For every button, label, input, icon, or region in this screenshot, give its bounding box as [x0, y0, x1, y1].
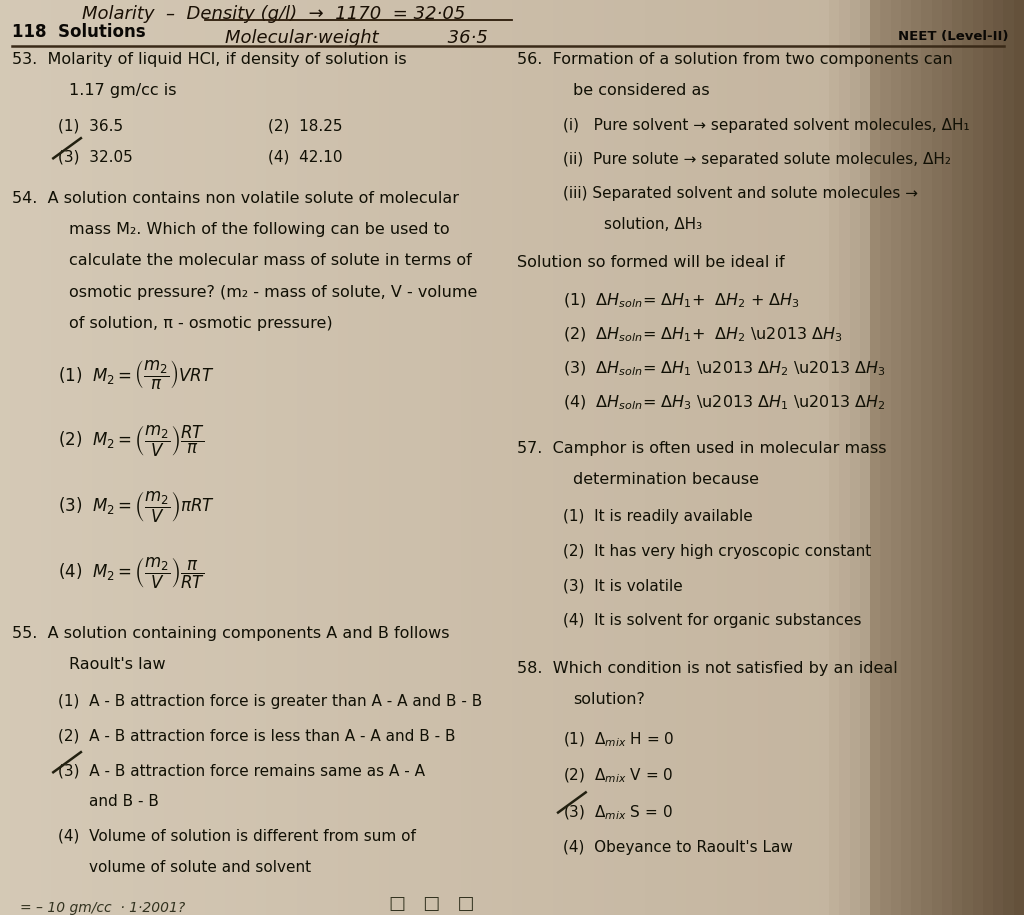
Text: be considered as: be considered as: [573, 83, 710, 98]
Text: (1)  $\Delta_{mix}$ H = 0: (1) $\Delta_{mix}$ H = 0: [563, 730, 675, 748]
Text: (4)  42.10: (4) 42.10: [268, 149, 343, 164]
Text: (2)  $\Delta H_{soln}$= $\Delta H_1$+  $\Delta H_2$ \u2013 $\Delta H_3$: (2) $\Delta H_{soln}$= $\Delta H_1$+ $\D…: [563, 326, 843, 344]
Text: (4)  Volume of solution is different from sum of: (4) Volume of solution is different from…: [58, 829, 416, 844]
Text: (1)  $M_2 = \left(\dfrac{m_2}{\pi}\right)VRT$: (1) $M_2 = \left(\dfrac{m_2}{\pi}\right)…: [58, 358, 215, 391]
Text: □   □   □: □ □ □: [389, 895, 474, 913]
Text: Solution so formed will be ideal if: Solution so formed will be ideal if: [517, 255, 784, 270]
Text: (3)  $\Delta_{mix}$ S = 0: (3) $\Delta_{mix}$ S = 0: [563, 803, 673, 822]
Text: (3)  32.05: (3) 32.05: [58, 149, 133, 164]
Text: (4)  Obeyance to Raoult's Law: (4) Obeyance to Raoult's Law: [563, 840, 793, 855]
Text: Raoult's law: Raoult's law: [69, 657, 165, 672]
Text: (2)  A - B attraction force is less than A - A and B - B: (2) A - B attraction force is less than …: [58, 728, 456, 743]
Text: = – 10 gm/cc  · 1·2001?: = – 10 gm/cc · 1·2001?: [20, 901, 185, 915]
Text: (1)  A - B attraction force is greater than A - A and B - B: (1) A - B attraction force is greater th…: [58, 694, 482, 708]
Bar: [0, 0, 870, 915]
Text: (3)  It is volatile: (3) It is volatile: [563, 578, 683, 593]
Text: and B - B: and B - B: [89, 794, 159, 809]
Text: 57.  Camphor is often used in molecular mass: 57. Camphor is often used in molecular m…: [517, 441, 887, 456]
Text: solution, ΔH₃: solution, ΔH₃: [604, 217, 702, 231]
Text: (3)  $\Delta H_{soln}$= $\Delta H_1$ \u2013 $\Delta H_2$ \u2013 $\Delta H_3$: (3) $\Delta H_{soln}$= $\Delta H_1$ \u20…: [563, 360, 886, 378]
Text: of solution, π - osmotic pressure): of solution, π - osmotic pressure): [69, 316, 332, 330]
Text: (1)  $\Delta H_{soln}$= $\Delta H_1$+  $\Delta H_2$ + $\Delta H_3$: (1) $\Delta H_{soln}$= $\Delta H_1$+ $\D…: [563, 292, 800, 310]
Text: (2)  $M_2 = \left(\dfrac{m_2}{V}\right)\dfrac{RT}{\pi}$: (2) $M_2 = \left(\dfrac{m_2}{V}\right)\d…: [58, 424, 206, 458]
Text: (3)  A - B attraction force remains same as A - A: (3) A - B attraction force remains same …: [58, 763, 425, 778]
Text: NEET (Level-II): NEET (Level-II): [898, 30, 1009, 43]
Text: 54.  A solution contains non volatile solute of molecular: 54. A solution contains non volatile sol…: [12, 191, 460, 206]
Text: Molarity  –  Density (g/l)  →  1170  = 32·05: Molarity – Density (g/l) → 1170 = 32·05: [82, 5, 465, 23]
Text: (4)  It is solvent for organic substances: (4) It is solvent for organic substances: [563, 613, 862, 628]
Text: determination because: determination because: [573, 472, 760, 487]
Text: (1)  It is readily available: (1) It is readily available: [563, 509, 753, 523]
Text: (2)  It has very high cryoscopic constant: (2) It has very high cryoscopic constant: [563, 544, 871, 558]
Text: (1)  36.5: (1) 36.5: [58, 118, 124, 133]
Text: osmotic pressure? (m₂ - mass of solute, V - volume: osmotic pressure? (m₂ - mass of solute, …: [69, 285, 477, 299]
Text: 55.  A solution containing components A and B follows: 55. A solution containing components A a…: [12, 626, 450, 640]
Text: Molecular·weight            36·5: Molecular·weight 36·5: [225, 29, 488, 48]
Text: volume of solute and solvent: volume of solute and solvent: [89, 860, 311, 875]
Text: (iii) Separated solvent and solute molecules →: (iii) Separated solvent and solute molec…: [563, 186, 919, 200]
Text: (3)  $M_2 = \left(\dfrac{m_2}{V}\right)\pi RT$: (3) $M_2 = \left(\dfrac{m_2}{V}\right)\p…: [58, 490, 216, 524]
Text: (2)  $\Delta_{mix}$ V = 0: (2) $\Delta_{mix}$ V = 0: [563, 767, 674, 785]
Text: solution?: solution?: [573, 692, 645, 706]
Text: (i)   Pure solvent → separated solvent molecules, ΔH₁: (i) Pure solvent → separated solvent mol…: [563, 118, 970, 133]
Text: 56.  Formation of a solution from two components can: 56. Formation of a solution from two com…: [517, 52, 953, 67]
Text: calculate the molecular mass of solute in terms of: calculate the molecular mass of solute i…: [69, 253, 471, 268]
Text: 53.  Molarity of liquid HCl, if density of solution is: 53. Molarity of liquid HCl, if density o…: [12, 52, 407, 67]
Text: 1.17 gm/cc is: 1.17 gm/cc is: [69, 83, 176, 98]
Text: (4)  $\Delta H_{soln}$= $\Delta H_3$ \u2013 $\Delta H_1$ \u2013 $\Delta H_2$: (4) $\Delta H_{soln}$= $\Delta H_3$ \u20…: [563, 393, 886, 412]
Text: mass M₂. Which of the following can be used to: mass M₂. Which of the following can be u…: [69, 222, 450, 237]
Text: (ii)  Pure solute → separated solute molecules, ΔH₂: (ii) Pure solute → separated solute mole…: [563, 152, 951, 167]
Text: 58.  Which condition is not satisfied by an ideal: 58. Which condition is not satisfied by …: [517, 661, 898, 675]
Text: (4)  $M_2 = \left(\dfrac{m_2}{V}\right)\dfrac{\pi}{RT}$: (4) $M_2 = \left(\dfrac{m_2}{V}\right)\d…: [58, 555, 206, 590]
Text: 118  Solutions: 118 Solutions: [12, 23, 145, 41]
Text: (2)  18.25: (2) 18.25: [268, 118, 343, 133]
